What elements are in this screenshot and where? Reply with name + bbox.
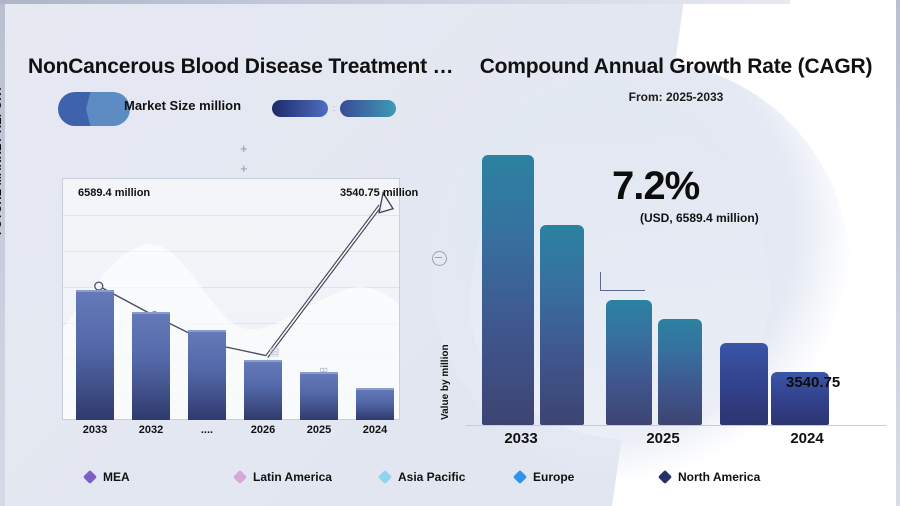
right-value-annotation: 3540.75 million: [340, 187, 419, 199]
bar-2026: [244, 360, 282, 420]
legend-item-europe[interactable]: Europe: [512, 469, 575, 485]
x-label-2024: 2024: [362, 424, 388, 436]
legend-label: MEA: [103, 470, 130, 484]
minus-circle-icon: [432, 251, 447, 266]
right-bar-group: [466, 140, 886, 425]
legend-label: Latin America: [253, 470, 332, 484]
cagr-title: Compound Annual Growth Rate (CAGR): [479, 55, 873, 78]
top-border: [0, 0, 790, 4]
bar-2024: [356, 388, 394, 420]
connector-line: [600, 272, 645, 291]
y-axis-label: FUTURE MARKET REPORT: [0, 85, 4, 235]
legend-marker-icon: [232, 469, 248, 485]
right-bar-4: [720, 343, 768, 425]
right-bar-5: [771, 372, 829, 425]
right-chart-baseline: [466, 425, 886, 426]
x-label-2025: 2025: [306, 424, 332, 436]
right-x-label-0: 2033: [504, 430, 538, 447]
legend-label: Europe: [533, 470, 575, 484]
page-title: NonCancerous Blood Disease Treatment …: [28, 55, 454, 78]
bar-data-label: 3540.75: [786, 374, 841, 391]
legend-item-mea[interactable]: MEA: [82, 469, 130, 485]
value-axis-label: Value by million: [440, 344, 451, 420]
legend-item-asia-pacific[interactable]: Asia Pacific: [377, 469, 466, 485]
right-border: [896, 0, 900, 506]
left-border: [0, 0, 5, 506]
x-label-2026: 2026: [250, 424, 276, 436]
bar-2025: [300, 372, 338, 420]
pill-separator: :: [333, 104, 336, 113]
legend-marker-icon: [657, 469, 673, 485]
plus-icon-2: +: [240, 161, 248, 176]
legend-marker-icon: [512, 469, 528, 485]
cagr-value: 7.2%: [612, 164, 700, 208]
x-label-2033: 2033: [82, 424, 108, 436]
right-bar-3: [658, 319, 702, 425]
legend-item-north-america[interactable]: North America: [657, 469, 761, 485]
brand-logo-icon: [58, 92, 130, 126]
series-pill-secondary: [340, 100, 397, 117]
bar-2032: [132, 312, 170, 420]
legend-marker-icon: [377, 469, 393, 485]
bar-....: [188, 330, 226, 420]
left-value-annotation: 6589.4 million: [78, 187, 151, 199]
right-bar-0: [482, 155, 534, 425]
series-pill-primary: [272, 100, 328, 117]
left-bar-group: [62, 178, 400, 420]
legend-label: Asia Pacific: [398, 470, 466, 484]
cagr-value-note: (USD, 6589.4 million): [640, 211, 759, 225]
legend-label: North America: [678, 470, 761, 484]
left-x-axis-labels: 2033 2032.... 2026 2025 2024: [62, 424, 400, 444]
right-bar-1: [540, 225, 584, 425]
legend-marker-icon: [82, 469, 98, 485]
chart-legend: MEA Latin America Asia Pacific Europe North …: [0, 462, 900, 492]
right-x-label-2: 2024: [790, 430, 824, 447]
x-label-....: ....: [200, 424, 214, 436]
bar-2033: [76, 290, 114, 420]
series-pill-group: :: [272, 100, 397, 117]
right-x-label-1: 2025: [646, 430, 680, 447]
legend-title: Market Size million: [124, 98, 242, 113]
plus-icon-1: +: [240, 141, 248, 156]
legend-item-latin-america[interactable]: Latin America: [232, 469, 332, 485]
x-label-2032: 2032: [138, 424, 164, 436]
cagr-period: From: 2025-2033: [628, 90, 724, 104]
document-icon: ▤: [269, 346, 280, 358]
right-bar-2: [606, 300, 652, 425]
